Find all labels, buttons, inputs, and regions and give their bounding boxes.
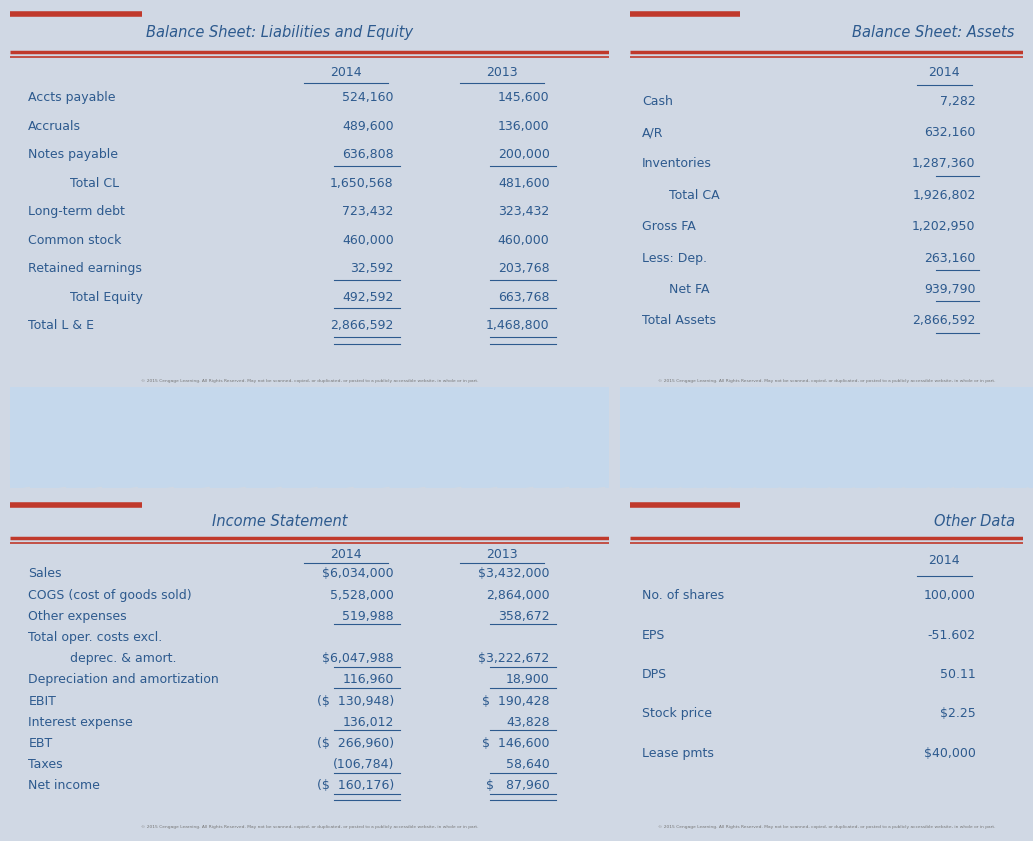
Text: 116,960: 116,960: [342, 674, 394, 686]
Text: ($  266,960): ($ 266,960): [317, 737, 394, 750]
Text: 481,600: 481,600: [498, 177, 550, 190]
Text: $2.25: $2.25: [940, 707, 975, 721]
Text: Inventories: Inventories: [641, 157, 712, 171]
Text: deprec. & amort.: deprec. & amort.: [70, 652, 177, 665]
Text: Retained earnings: Retained earnings: [28, 262, 143, 275]
Text: 636,808: 636,808: [342, 148, 394, 161]
Text: $  146,600: $ 146,600: [482, 737, 550, 750]
Text: 663,768: 663,768: [498, 291, 550, 304]
Text: Total CL: Total CL: [70, 177, 120, 190]
Text: Accts payable: Accts payable: [28, 91, 116, 104]
Text: Total CA: Total CA: [669, 188, 720, 202]
Text: ($  160,176): ($ 160,176): [316, 780, 394, 792]
Text: 58,640: 58,640: [506, 759, 550, 771]
Text: $6,047,988: $6,047,988: [322, 652, 394, 665]
Text: Depreciation and amortization: Depreciation and amortization: [28, 674, 219, 686]
Text: 145,600: 145,600: [498, 91, 550, 104]
Text: Balance Sheet: Liabilities and Equity: Balance Sheet: Liabilities and Equity: [147, 25, 413, 40]
Text: 2013: 2013: [486, 66, 518, 78]
Text: EPS: EPS: [641, 628, 665, 642]
Text: Less: Dep.: Less: Dep.: [641, 251, 707, 265]
Text: DPS: DPS: [641, 668, 667, 681]
Text: 323,432: 323,432: [498, 205, 550, 219]
Text: EBT: EBT: [28, 737, 53, 750]
Text: Lease pmts: Lease pmts: [641, 747, 714, 759]
Text: 18,900: 18,900: [506, 674, 550, 686]
Text: 7,282: 7,282: [940, 95, 975, 108]
Text: -51.602: -51.602: [928, 628, 975, 642]
Text: 5,528,000: 5,528,000: [330, 589, 394, 601]
Text: $3,432,000: $3,432,000: [478, 568, 550, 580]
Text: Other expenses: Other expenses: [28, 610, 127, 622]
Text: 2014: 2014: [330, 66, 362, 78]
Text: ($  130,948): ($ 130,948): [316, 695, 394, 707]
Text: 460,000: 460,000: [498, 234, 550, 247]
Text: 2014: 2014: [929, 66, 960, 79]
Text: Balance Sheet: Assets: Balance Sheet: Assets: [852, 25, 1014, 40]
Text: 263,160: 263,160: [925, 251, 975, 265]
Text: (106,784): (106,784): [333, 759, 394, 771]
Text: Long-term debt: Long-term debt: [28, 205, 125, 219]
Text: 492,592: 492,592: [342, 291, 394, 304]
Text: 43,828: 43,828: [506, 716, 550, 729]
Text: 32,592: 32,592: [350, 262, 394, 275]
Text: Taxes: Taxes: [28, 759, 63, 771]
Text: 2014: 2014: [330, 548, 362, 561]
Text: 100,000: 100,000: [924, 589, 975, 602]
Text: Cash: Cash: [641, 95, 672, 108]
Text: © 2015 Cengage Learning. All Rights Reserved. May not be scanned, copied, or dup: © 2015 Cengage Learning. All Rights Rese…: [142, 379, 478, 383]
Text: © 2015 Cengage Learning. All Rights Reserved. May not be scanned, copied, or dup: © 2015 Cengage Learning. All Rights Rese…: [658, 825, 995, 829]
Text: A/R: A/R: [641, 126, 663, 139]
Text: Total Equity: Total Equity: [70, 291, 144, 304]
Text: 489,600: 489,600: [342, 119, 394, 133]
Text: 460,000: 460,000: [342, 234, 394, 247]
Text: 358,672: 358,672: [498, 610, 550, 622]
Text: 2014: 2014: [929, 553, 960, 567]
Text: Accruals: Accruals: [28, 119, 82, 133]
Text: 1,926,802: 1,926,802: [912, 188, 975, 202]
Text: © 2015 Cengage Learning. All Rights Reserved. May not be scanned, copied, or dup: © 2015 Cengage Learning. All Rights Rese…: [658, 379, 995, 383]
Text: Stock price: Stock price: [641, 707, 712, 721]
Text: No. of shares: No. of shares: [641, 589, 724, 602]
Text: $3,222,672: $3,222,672: [478, 652, 550, 665]
Text: 200,000: 200,000: [498, 148, 550, 161]
Text: Other Data: Other Data: [934, 514, 1014, 529]
Text: COGS (cost of goods sold): COGS (cost of goods sold): [28, 589, 192, 601]
Text: © 2015 Cengage Learning. All Rights Reserved. May not be scanned, copied, or dup: © 2015 Cengage Learning. All Rights Rese…: [142, 825, 478, 829]
Text: Net income: Net income: [28, 780, 100, 792]
Text: 1,468,800: 1,468,800: [486, 320, 550, 332]
Text: 632,160: 632,160: [925, 126, 975, 139]
Text: Common stock: Common stock: [28, 234, 122, 247]
Text: $  190,428: $ 190,428: [482, 695, 550, 707]
Text: 1,650,568: 1,650,568: [331, 177, 394, 190]
Text: $40,000: $40,000: [924, 747, 975, 759]
Text: Sales: Sales: [28, 568, 62, 580]
Text: 939,790: 939,790: [925, 283, 975, 296]
Text: Income Statement: Income Statement: [212, 514, 348, 529]
Text: Total L & E: Total L & E: [28, 320, 94, 332]
Text: 2013: 2013: [486, 548, 518, 561]
Text: Interest expense: Interest expense: [28, 716, 133, 729]
Text: 1,287,360: 1,287,360: [912, 157, 975, 171]
Text: 524,160: 524,160: [342, 91, 394, 104]
Text: Notes payable: Notes payable: [28, 148, 119, 161]
Text: $   87,960: $ 87,960: [486, 780, 550, 792]
Text: Total oper. costs excl.: Total oper. costs excl.: [28, 631, 162, 644]
Text: 723,432: 723,432: [342, 205, 394, 219]
Text: EBIT: EBIT: [28, 695, 56, 707]
Text: 2,866,592: 2,866,592: [331, 320, 394, 332]
Text: Total Assets: Total Assets: [641, 315, 716, 327]
Text: Net FA: Net FA: [669, 283, 710, 296]
Text: 2,866,592: 2,866,592: [912, 315, 975, 327]
Text: 203,768: 203,768: [498, 262, 550, 275]
Text: 519,988: 519,988: [342, 610, 394, 622]
Text: 136,012: 136,012: [342, 716, 394, 729]
Text: 2,864,000: 2,864,000: [486, 589, 550, 601]
Text: Gross FA: Gross FA: [641, 220, 695, 233]
Text: 136,000: 136,000: [498, 119, 550, 133]
Text: 1,202,950: 1,202,950: [912, 220, 975, 233]
Text: $6,034,000: $6,034,000: [322, 568, 394, 580]
Text: 50.11: 50.11: [940, 668, 975, 681]
